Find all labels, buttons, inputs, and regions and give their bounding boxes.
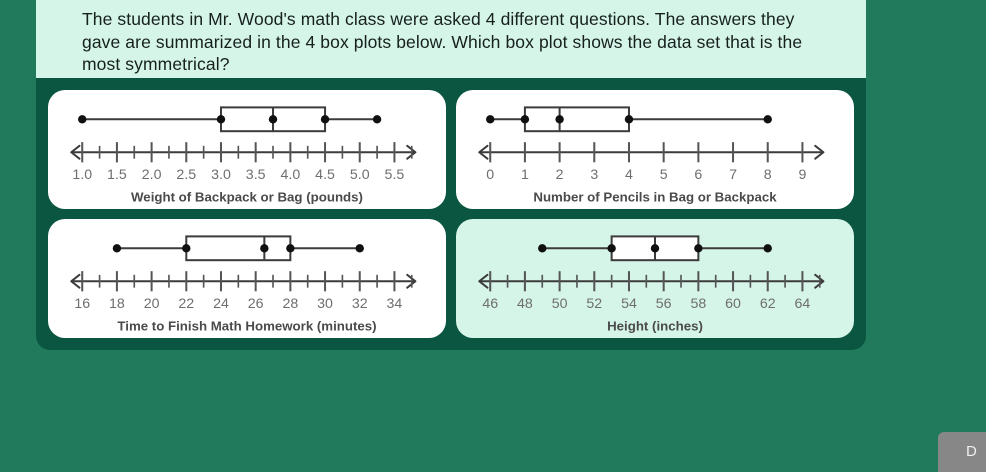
box-iqr [523,106,630,133]
box-plot-backpack-weight: 1.0 1.5 2.0 2.5 3.0 3.5 4.0 4.5 5.0 5.5 Weight of … [70,106,417,205]
axis-tick-label: 16 [74,296,90,312]
plot-caption: Height (inches) [607,319,703,334]
axis-tick-label: 3.0 [211,167,231,183]
bottom-right-panel[interactable]: D [938,432,986,472]
question-banner: The students in Mr. Wood's math class we… [36,0,866,78]
axis-tick-label: 3.5 [246,167,266,183]
axis-tick-label: 34 [387,296,403,312]
axis-tick-label: 32 [352,296,368,312]
box-plot-pencils-count: 0 1 2 3 4 5 6 7 8 9 Number of Pencils in Bag or Ba… [478,106,825,205]
point-median [650,244,660,253]
axis-tick-label: 30 [317,296,333,312]
box-plot-card-height-inches[interactable]: 46 48 50 52 54 56 58 60 62 64 Height (inches) [456,219,854,338]
axis-arrow-right [406,273,417,289]
point-max [763,244,772,253]
plot-caption: Number of Pencils in Bag or Backpack [533,190,777,205]
axis-tick-label: 0 [486,167,494,183]
point-q1 [607,244,616,253]
plot-caption: Weight of Backpack or Bag (pounds) [131,190,363,205]
axis-tick-label: 2.0 [142,167,162,183]
point-q1 [520,115,530,124]
point-min [78,115,87,124]
axis-tick-label: 5 [660,167,668,183]
axis-tick-label: 56 [656,296,672,312]
bottom-panel-label: D [966,443,977,460]
axis-tick-label: 64 [795,296,811,312]
axis-tick-label: 3 [590,167,598,183]
axis-tick-label: 28 [282,296,298,312]
axis-tick-label: 6 [694,167,702,183]
box-iqr [185,235,292,262]
point-min [486,115,495,124]
axis-tick-label: 62 [760,296,776,312]
axis-tick-label: 5.0 [350,167,370,183]
point-max [763,115,772,124]
question-text: The students in Mr. Wood's math class we… [82,9,803,75]
axis-tick-label: 1 [521,167,529,183]
axis-tick-label: 4 [625,167,633,183]
box-plot-grid: 1.0 1.5 2.0 2.5 3.0 3.5 4.0 4.5 5.0 5.5 Weight of … [36,78,866,350]
axis-tick-label: 60 [725,296,741,312]
axis-arrow-left [478,144,489,160]
axis-tick-label: 26 [248,296,264,312]
plot-caption: Time to Finish Math Homework (minutes) [117,319,376,334]
axis-arrow-left [478,273,489,289]
axis-arrow-left [70,273,81,289]
point-min [112,244,122,253]
axis-tick-label: 2 [556,167,564,183]
axis-tick-label: 46 [482,296,498,312]
point-max [355,244,364,253]
point-q1 [182,244,191,253]
point-median [268,115,278,124]
axis-tick-label: 8 [764,167,772,183]
axis-tick-label: 50 [552,296,568,312]
box-plot-card-backpack-weight[interactable]: 1.0 1.5 2.0 2.5 3.0 3.5 4.0 4.5 5.0 5.5 Weight of … [48,90,446,209]
axis-arrow-left [70,144,81,160]
axis-tick-label: 7 [729,167,737,183]
axis-tick-label: 52 [586,296,602,312]
box-plot-card-pencils-count[interactable]: 0 1 2 3 4 5 6 7 8 9 Number of Pencils in Bag or Ba… [456,90,854,209]
axis-tick-label: 1.5 [107,167,127,183]
axis-tick-label: 22 [178,296,194,312]
point-q3 [286,244,295,253]
point-median [260,244,269,253]
point-min [538,244,547,253]
box-plot-card-homework-time[interactable]: 16 18 20 22 24 26 28 30 32 34 Time to Finish Math … [48,219,446,338]
axis-tick-label: 4.5 [315,167,335,183]
axis-tick-label: 18 [109,296,125,312]
axis-tick-label: 1.0 [72,167,92,183]
point-max [372,115,382,124]
point-median [555,115,564,124]
axis-tick-label: 54 [621,296,637,312]
axis-arrow-right [406,144,417,160]
point-q3 [320,115,330,124]
axis-tick-label: 4.0 [281,167,301,183]
axis-tick-label: 20 [144,296,160,312]
point-q3 [624,115,634,124]
box-plot-homework-time: 16 18 20 22 24 26 28 30 32 34 Time to Finish Math … [70,235,417,334]
axis-tick-label: 5.5 [385,167,405,183]
point-q1 [216,115,226,124]
axis-tick-label: 2.5 [176,167,196,183]
point-q3 [694,244,703,253]
axis-tick-label: 24 [213,296,229,312]
axis-arrow-right [814,144,825,160]
box-plot-height-inches: 46 48 50 52 54 56 58 60 62 64 Height (inches) [478,235,825,334]
axis-tick-label: 9 [798,167,806,183]
axis-tick-label: 48 [517,296,533,312]
axis-tick-label: 58 [690,296,706,312]
axis-arrow-right [814,273,825,289]
